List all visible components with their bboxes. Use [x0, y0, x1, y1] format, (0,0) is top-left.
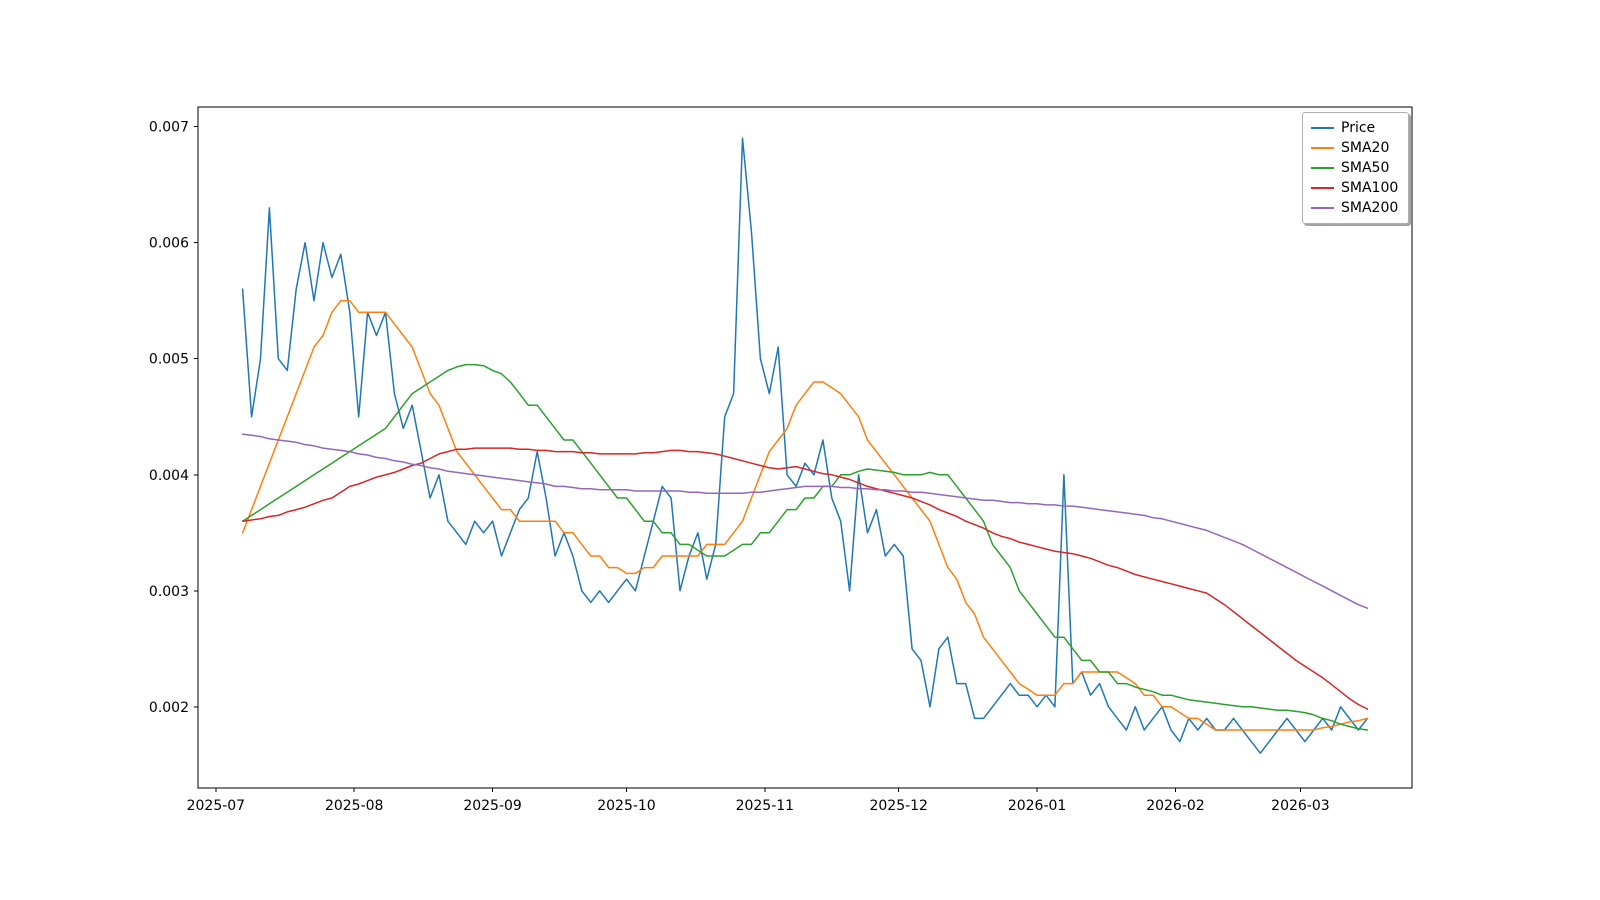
- legend-item-sma200: SMA200: [1311, 198, 1398, 218]
- legend-item-sma20: SMA20: [1311, 138, 1398, 158]
- sma50-line-swatch: [1311, 167, 1334, 169]
- x-tick-label: 2025-08: [325, 798, 384, 814]
- y-tick-label: 0.007: [149, 120, 189, 136]
- legend-label: SMA100: [1341, 180, 1399, 196]
- x-tick-label: 2025-10: [597, 798, 656, 814]
- series-line-sma50: [241, 363, 1369, 731]
- legend-label: SMA50: [1341, 160, 1390, 176]
- sma200-line-swatch: [1311, 207, 1334, 209]
- x-tick-label: 2025-11: [736, 798, 795, 814]
- x-tick-label: 2026-03: [1271, 798, 1330, 814]
- y-tick-label: 0.003: [149, 584, 189, 600]
- legend-item-sma50: SMA50: [1311, 158, 1398, 178]
- x-tick-label: 2026-02: [1146, 798, 1205, 814]
- sma20-line-swatch: [1311, 147, 1334, 149]
- y-tick-label: 0.002: [149, 700, 189, 716]
- x-tick-label: 2025-09: [463, 798, 522, 814]
- legend-label: SMA20: [1341, 140, 1390, 156]
- price-line-swatch: [1311, 127, 1334, 129]
- plot-frame: [197, 106, 1413, 789]
- series-line-sma20: [241, 299, 1369, 731]
- x-tick-label: 2026-01: [1008, 798, 1067, 814]
- legend-item-price: Price: [1311, 118, 1398, 138]
- x-tick-label: 2025-07: [187, 798, 246, 814]
- series-line-sma100: [241, 447, 1369, 710]
- y-tick-label: 0.004: [149, 468, 189, 484]
- series-line-sma200: [241, 433, 1369, 609]
- legend: Price SMA20 SMA50 SMA100 SMA200: [1302, 112, 1410, 224]
- sma100-line-swatch: [1311, 187, 1334, 189]
- legend-label: Price: [1341, 120, 1376, 136]
- y-tick-label: 0.005: [149, 352, 189, 368]
- y-tick-label: 0.006: [149, 236, 189, 252]
- x-tick-label: 2025-12: [869, 798, 928, 814]
- legend-item-sma100: SMA100: [1311, 178, 1398, 198]
- series-line-price: [241, 137, 1369, 754]
- legend-label: SMA200: [1341, 200, 1399, 216]
